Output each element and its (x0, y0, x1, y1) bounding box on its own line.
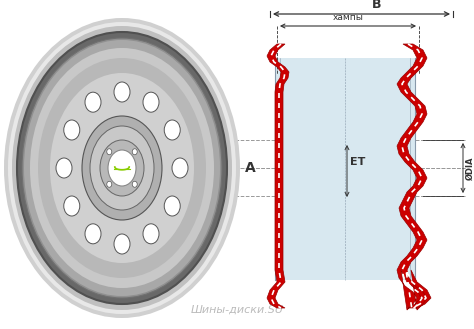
Ellipse shape (50, 73, 194, 263)
Ellipse shape (172, 158, 188, 178)
Ellipse shape (107, 181, 112, 187)
Ellipse shape (90, 126, 154, 210)
Ellipse shape (24, 40, 220, 296)
Ellipse shape (85, 92, 101, 112)
Text: A: A (245, 161, 255, 175)
Text: B: B (372, 0, 381, 11)
Ellipse shape (12, 26, 232, 310)
Ellipse shape (38, 58, 206, 278)
Ellipse shape (100, 140, 144, 196)
Ellipse shape (8, 22, 236, 314)
Text: Шины-диски.SU: Шины-диски.SU (191, 305, 283, 315)
Ellipse shape (143, 224, 159, 244)
Text: хампы: хампы (333, 13, 364, 22)
Ellipse shape (114, 82, 130, 102)
Ellipse shape (164, 120, 180, 140)
Ellipse shape (164, 196, 180, 216)
Text: ØDIA: ØDIA (466, 156, 474, 180)
Ellipse shape (30, 48, 214, 288)
Ellipse shape (143, 92, 159, 112)
Polygon shape (267, 44, 289, 308)
Ellipse shape (22, 38, 222, 298)
FancyBboxPatch shape (275, 58, 415, 280)
Ellipse shape (56, 158, 72, 178)
Ellipse shape (108, 150, 136, 186)
Ellipse shape (85, 224, 101, 244)
Ellipse shape (132, 149, 137, 155)
Ellipse shape (17, 32, 227, 304)
Polygon shape (397, 44, 431, 310)
Ellipse shape (82, 116, 162, 220)
Text: ET: ET (350, 157, 365, 167)
Ellipse shape (64, 120, 80, 140)
Ellipse shape (64, 196, 80, 216)
Ellipse shape (4, 18, 240, 318)
Ellipse shape (107, 149, 112, 155)
Ellipse shape (114, 234, 130, 254)
Ellipse shape (132, 181, 137, 187)
